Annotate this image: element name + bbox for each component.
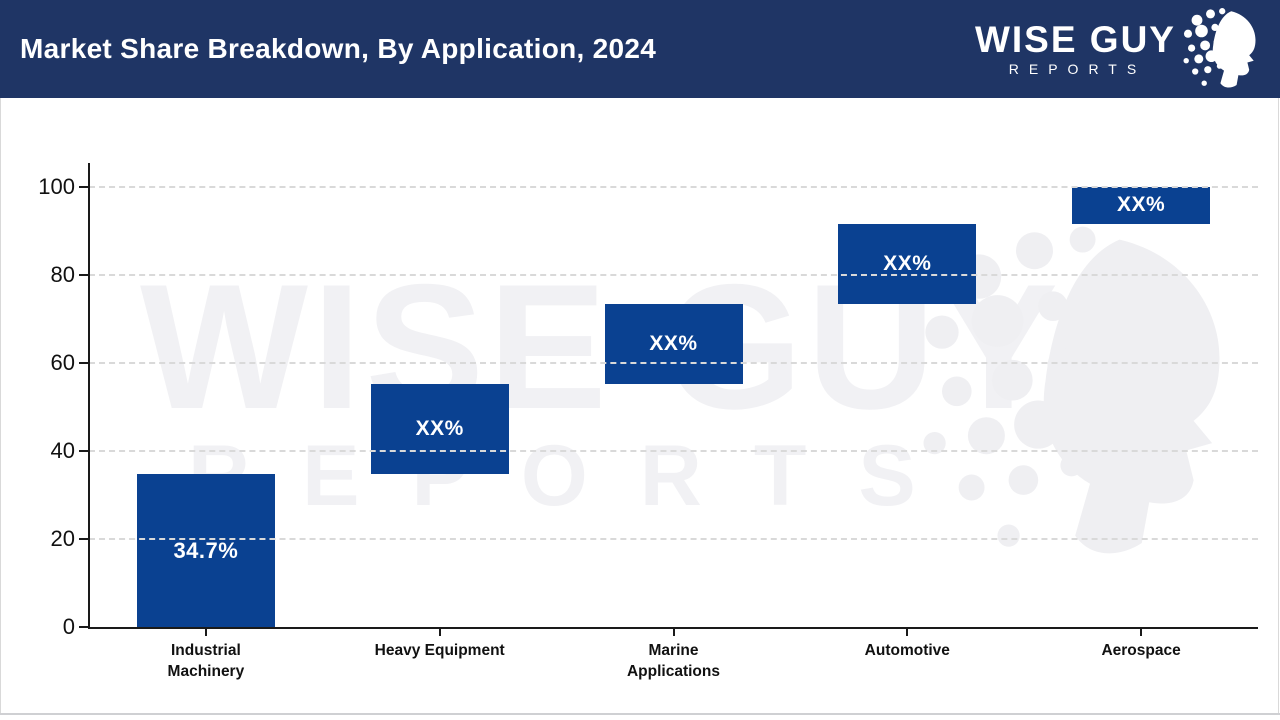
bar-marine-applications: XX% <box>604 304 743 385</box>
x-category-label-1: Heavy Equipment <box>374 642 505 659</box>
x-tick-2 <box>672 629 675 636</box>
y-tick-80 <box>79 274 88 276</box>
y-tick-0 <box>79 626 88 628</box>
x-tick-3 <box>906 629 909 636</box>
y-tick-40 <box>79 450 88 452</box>
bottom-hairline <box>0 713 1280 715</box>
bar-value-label: XX% <box>883 251 932 275</box>
x-category-label-3: Automotive <box>864 642 950 659</box>
y-tick-label-80: 80 <box>50 262 75 287</box>
y-tick-label-20: 20 <box>50 526 75 551</box>
x-axis-line <box>88 627 1258 629</box>
y-tick-60 <box>79 362 88 364</box>
gridline-40 <box>89 450 1258 452</box>
logo-wordmark: WISE GUY <box>974 19 1176 60</box>
x-tick-1 <box>438 629 441 636</box>
bar-heavy-equipment: XX% <box>370 384 509 475</box>
gridline-60 <box>89 362 1258 364</box>
bar-value-label: XX% <box>649 332 698 356</box>
wiseguy-head-icon <box>1183 8 1256 88</box>
x-category-label-4: Aerospace <box>1101 642 1181 659</box>
wiseguy-logo: WISE GUY REPORTS <box>975 0 1270 98</box>
page-title: Market Share Breakdown, By Application, … <box>20 33 657 64</box>
bar-value-label: XX% <box>415 417 464 441</box>
y-tick-100 <box>79 186 88 188</box>
watermark-subtitle: REPORTS <box>188 428 968 524</box>
y-tick-label-60: 60 <box>50 350 75 375</box>
left-border <box>0 98 1 714</box>
x-tick-0 <box>204 629 207 636</box>
gridline-80 <box>89 274 1258 276</box>
wiseguy-logo-text: WISE GUY REPORTS <box>974 19 1176 78</box>
right-border <box>1278 98 1279 714</box>
bar-value-label: XX% <box>1117 193 1166 217</box>
bar-aerospace: XX% <box>1072 187 1211 224</box>
x-category-label-2: Marine Applications <box>626 642 720 680</box>
bar-value-label: 34.7% <box>173 537 239 563</box>
y-tick-label-100: 100 <box>38 174 75 199</box>
y-tick-label-0: 0 <box>62 614 75 639</box>
bar-automotive: XX% <box>838 223 977 305</box>
logo-subtitle: REPORTS <box>1008 61 1147 77</box>
bar-industrial-machinery: 34.7% <box>136 474 275 627</box>
gridline-20 <box>89 538 1258 540</box>
header-bar: Market Share Breakdown, By Application, … <box>0 0 1280 98</box>
y-axis-line <box>88 163 90 629</box>
gridline-100 <box>89 186 1258 188</box>
x-tick-4 <box>1140 629 1143 636</box>
y-tick-label-40: 40 <box>50 438 75 463</box>
y-tick-20 <box>79 538 88 540</box>
x-category-label-0: Industrial Machinery <box>167 642 245 680</box>
